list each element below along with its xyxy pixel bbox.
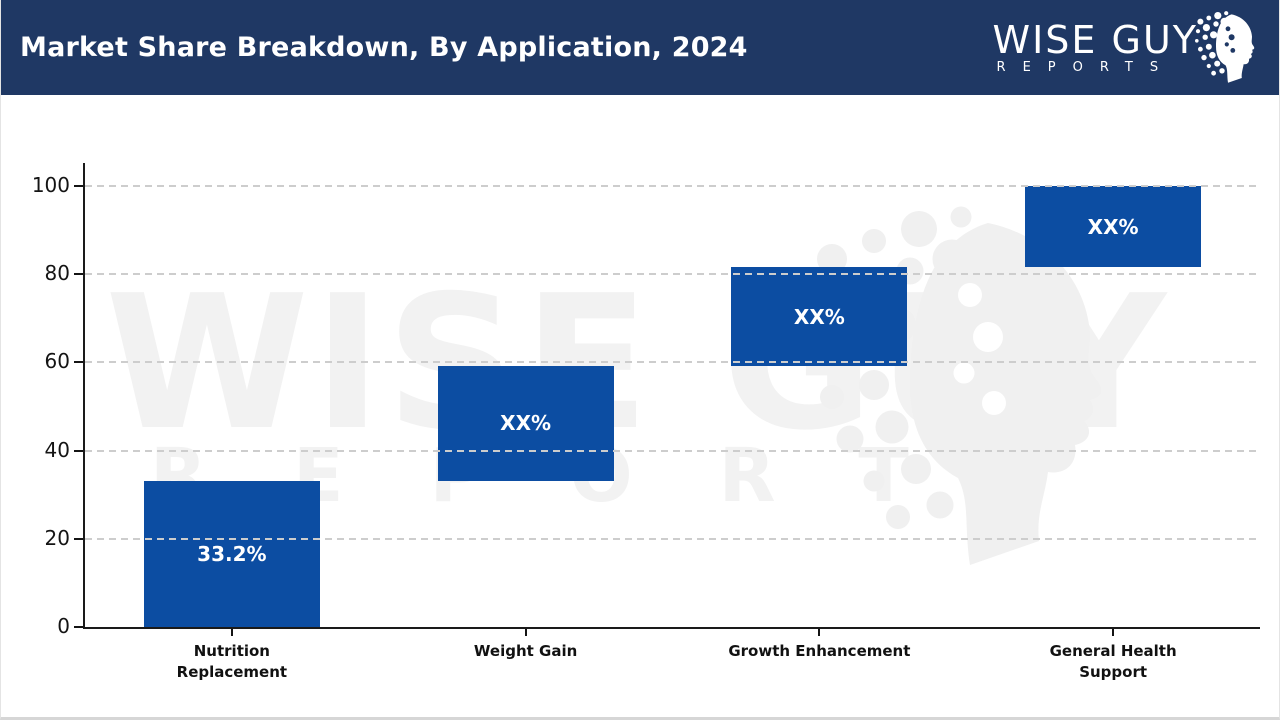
y-tick-0 bbox=[74, 626, 83, 628]
chart-title: Market Share Breakdown, By Application, … bbox=[20, 32, 748, 63]
gridline-80 bbox=[85, 273, 1260, 276]
bar-1: 33.2% bbox=[143, 480, 320, 627]
brand-name: WISE GUY bbox=[992, 18, 1198, 62]
x-category-label-3: Growth Enhancement bbox=[728, 642, 911, 660]
y-tick-100 bbox=[74, 185, 83, 187]
bar-4: XX% bbox=[1025, 186, 1202, 268]
gridline-100 bbox=[85, 185, 1260, 187]
brand-logo: WISE GUY REPORTS bbox=[993, 4, 1264, 92]
y-tick-label-80: 80 bbox=[44, 261, 70, 286]
bar-value-label: XX% bbox=[500, 411, 552, 436]
gridline-20 bbox=[85, 537, 1260, 540]
brand-tagline: REPORTS bbox=[996, 60, 1176, 75]
y-tick-label-20: 20 bbox=[44, 525, 70, 550]
x-tick-1 bbox=[230, 627, 233, 636]
bar-value-label: XX% bbox=[793, 304, 845, 329]
y-tick-20 bbox=[74, 537, 83, 540]
y-tick-80 bbox=[74, 273, 83, 276]
bar-3: XX% bbox=[731, 267, 908, 366]
x-tick-2 bbox=[524, 627, 527, 636]
bar-value-label: 33.2% bbox=[197, 541, 267, 566]
x-category-label-4: General Health Support bbox=[1049, 642, 1177, 681]
chart-area: WISE GUY REPORTS 33.2% XX% XX% XX% 0 20 40 60 80… bbox=[0, 95, 1280, 720]
x-category-label-2: Weight Gain bbox=[473, 642, 578, 660]
y-tick-label-0: 0 bbox=[57, 614, 70, 638]
gridline-40 bbox=[85, 449, 1260, 452]
y-tick-40 bbox=[74, 449, 83, 452]
dotted-head-icon bbox=[1195, 10, 1255, 83]
gridline-60 bbox=[85, 361, 1260, 364]
y-tick-60 bbox=[74, 361, 83, 364]
header-bar: Market Share Breakdown, By Application, … bbox=[0, 0, 1280, 95]
x-tick-3 bbox=[818, 627, 821, 636]
x-axis-spine bbox=[83, 627, 1260, 629]
brand-logo-text: WISE GUY REPORTS bbox=[993, 20, 1198, 75]
x-tick-4 bbox=[1112, 627, 1115, 636]
x-category-label-1: Nutrition Replacement bbox=[176, 642, 288, 681]
y-tick-label-40: 40 bbox=[44, 437, 70, 462]
bar-value-label: XX% bbox=[1087, 214, 1139, 239]
bar-2: XX% bbox=[437, 365, 614, 481]
y-axis-spine bbox=[83, 163, 85, 629]
y-tick-label-60: 60 bbox=[44, 349, 70, 374]
y-tick-label-100: 100 bbox=[31, 173, 70, 197]
